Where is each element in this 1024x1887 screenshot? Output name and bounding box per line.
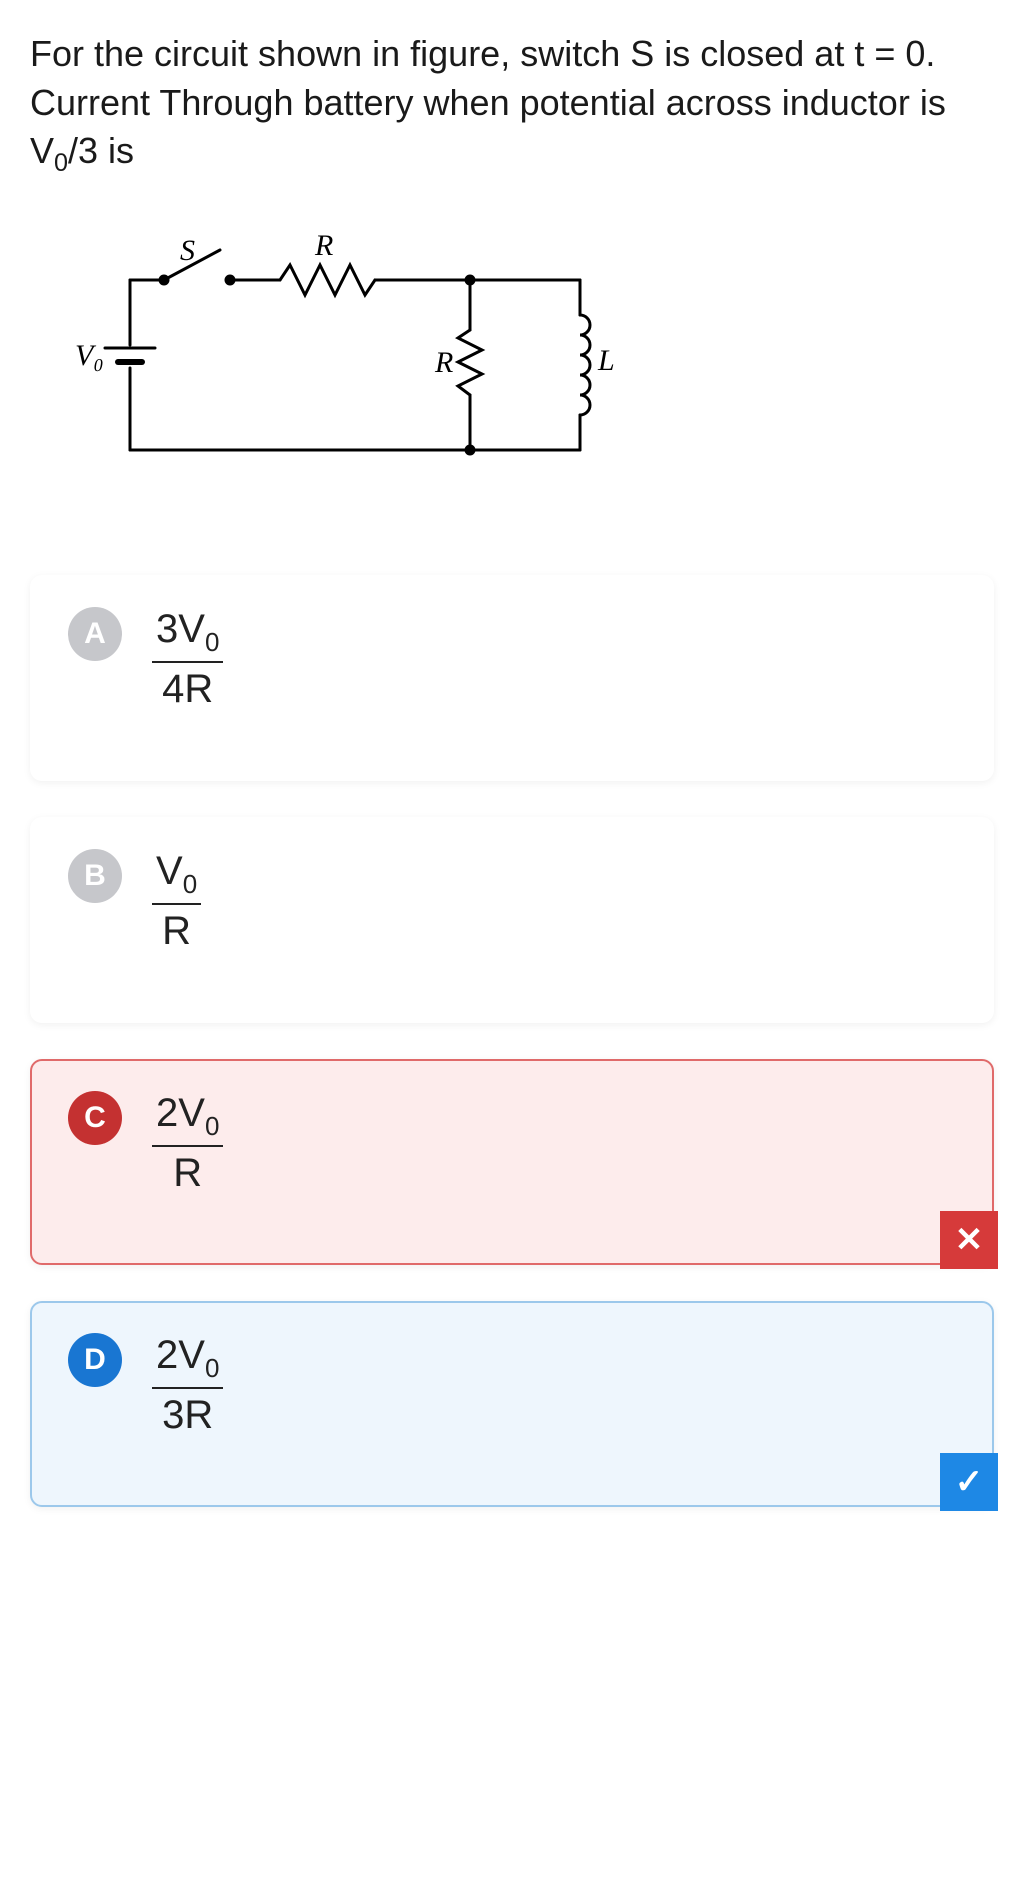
label-inductor: L: [597, 344, 615, 377]
option-c[interactable]: C 2V0 R ✕: [30, 1059, 994, 1265]
option-badge: B: [68, 849, 122, 903]
check-icon: ✓: [940, 1453, 998, 1511]
label-switch: S: [180, 234, 195, 267]
label-source: V₀: [75, 339, 104, 372]
option-badge: D: [68, 1333, 122, 1387]
option-a[interactable]: A 3V0 4R: [30, 575, 994, 781]
label-r-mid: R: [434, 346, 453, 379]
option-formula: V0 R: [152, 849, 201, 951]
option-formula: 3V0 4R: [152, 607, 223, 709]
option-b[interactable]: B V0 R: [30, 817, 994, 1023]
option-formula: 2V0 R: [152, 1091, 223, 1193]
label-r-top: R: [314, 229, 333, 262]
option-d[interactable]: D 2V0 3R ✓: [30, 1301, 994, 1507]
question-text: For the circuit shown in figure, switch …: [30, 30, 994, 180]
options-list: A 3V0 4R B V0 R C 2V0 R ✕ D: [30, 575, 994, 1507]
option-badge: C: [68, 1091, 122, 1145]
option-formula: 2V0 3R: [152, 1333, 223, 1435]
circuit-diagram: V₀ S R R L: [50, 220, 994, 495]
cross-icon: ✕: [940, 1211, 998, 1269]
option-badge: A: [68, 607, 122, 661]
